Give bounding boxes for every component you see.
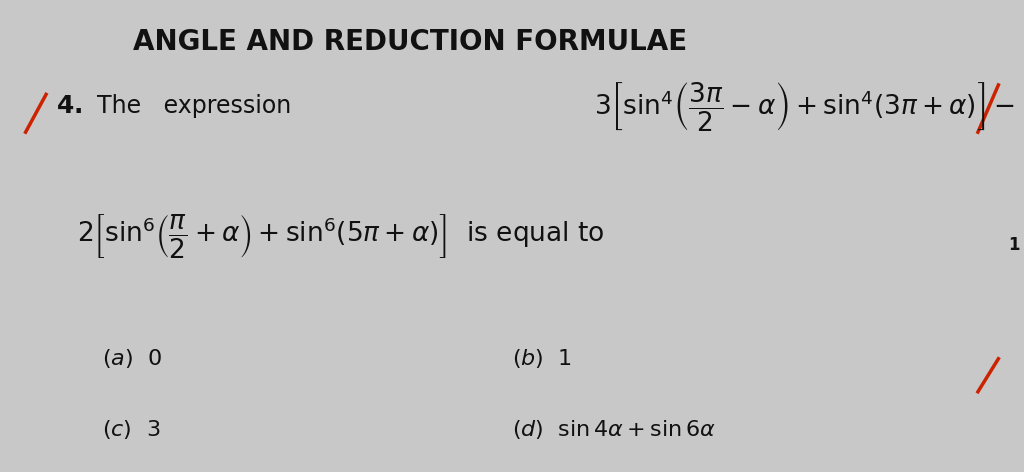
Text: ANGLE AND REDUCTION FORMULAE: ANGLE AND REDUCTION FORMULAE bbox=[132, 28, 687, 56]
Text: The   expression: The expression bbox=[97, 94, 292, 118]
Text: $3\left[\sin^4\!\left(\dfrac{3\pi}{2}-\alpha\right)+\sin^4\!(3\pi+\alpha)\right]: $3\left[\sin^4\!\left(\dfrac{3\pi}{2}-\a… bbox=[594, 80, 1015, 133]
Text: $(c)\ \ 3$: $(c)\ \ 3$ bbox=[102, 418, 161, 441]
Text: $\mathbf{1}$: $\mathbf{1}$ bbox=[1008, 236, 1020, 254]
Text: $(d)\ \ \sin 4\alpha + \sin 6\alpha$: $(d)\ \ \sin 4\alpha + \sin 6\alpha$ bbox=[512, 418, 716, 441]
Text: $(b)\ \ 1$: $(b)\ \ 1$ bbox=[512, 347, 572, 370]
Text: $\mathbf{4.}$: $\mathbf{4.}$ bbox=[56, 94, 83, 118]
Text: $2\left[\sin^6\!\left(\dfrac{\pi}{2}+\alpha\right)+\sin^6\!(5\pi+\alpha)\right]$: $2\left[\sin^6\!\left(\dfrac{\pi}{2}+\al… bbox=[77, 212, 604, 260]
Text: $(a)\ \ 0$: $(a)\ \ 0$ bbox=[102, 347, 163, 370]
